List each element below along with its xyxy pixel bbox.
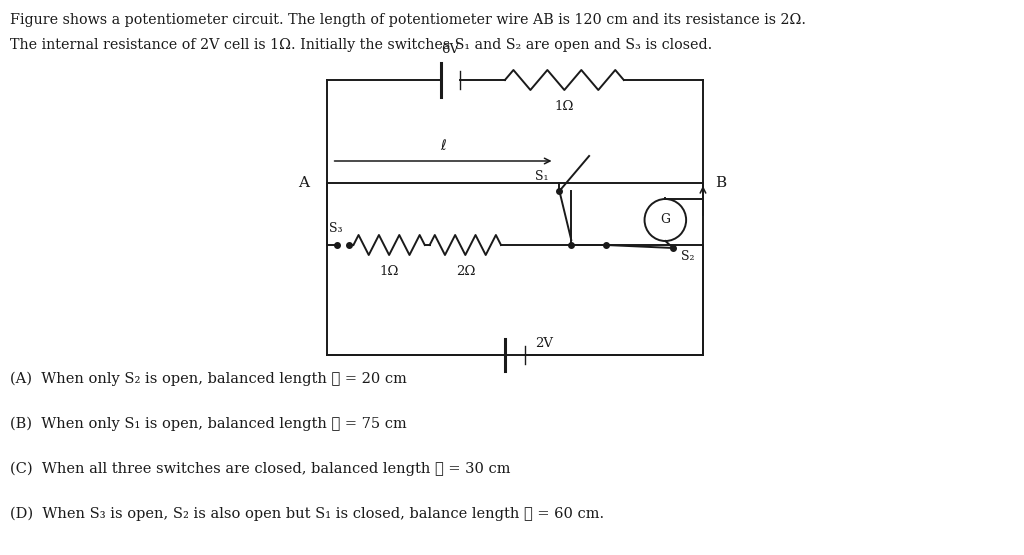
Text: 6V: 6V (441, 43, 460, 56)
Text: A: A (298, 176, 309, 190)
Text: 1Ω: 1Ω (380, 265, 398, 278)
Text: 2Ω: 2Ω (456, 265, 475, 278)
Text: (B)  When only S₁ is open, balanced length ℓ = 75 cm: (B) When only S₁ is open, balanced lengt… (10, 417, 407, 431)
Text: $\ell$: $\ell$ (439, 138, 446, 153)
Text: S₁: S₁ (535, 170, 548, 183)
Text: The internal resistance of 2V cell is 1Ω. Initially the switches S₁ and S₂ are o: The internal resistance of 2V cell is 1Ω… (10, 38, 712, 52)
Text: Figure shows a potentiometer circuit. The length of potentiometer wire AB is 120: Figure shows a potentiometer circuit. Th… (10, 13, 806, 27)
Text: (D)  When S₃ is open, S₂ is also open but S₁ is closed, balance length ℓ = 60 cm: (D) When S₃ is open, S₂ is also open but… (10, 507, 604, 521)
Text: 2V: 2V (535, 337, 553, 350)
Text: S₂: S₂ (681, 250, 694, 263)
Text: B: B (715, 176, 726, 190)
Text: G: G (660, 214, 671, 226)
Text: S₃: S₃ (329, 222, 342, 235)
Text: 1Ω: 1Ω (555, 100, 574, 113)
Text: (A)  When only S₂ is open, balanced length ℓ = 20 cm: (A) When only S₂ is open, balanced lengt… (10, 372, 407, 386)
Text: (C)  When all three switches are closed, balanced length ℓ = 30 cm: (C) When all three switches are closed, … (10, 462, 510, 476)
